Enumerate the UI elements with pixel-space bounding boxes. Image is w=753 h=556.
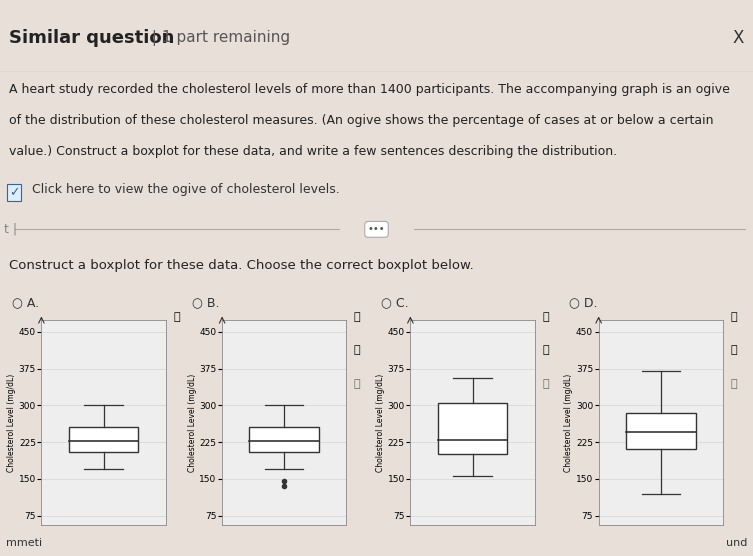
Text: Construct a boxplot for these data. Choose the correct boxplot below.: Construct a boxplot for these data. Choo… bbox=[9, 259, 474, 272]
Text: ○ A.: ○ A. bbox=[11, 296, 39, 310]
Text: X: X bbox=[733, 29, 744, 47]
Text: 🔍: 🔍 bbox=[354, 345, 361, 355]
Text: of the distribution of these cholesterol measures. (An ogive shows the percentag: of the distribution of these cholesterol… bbox=[9, 114, 714, 127]
Text: |: | bbox=[147, 30, 162, 46]
Text: Click here to view the ogive of cholesterol levels.: Click here to view the ogive of choleste… bbox=[32, 183, 340, 196]
Text: t |: t | bbox=[4, 223, 17, 236]
Text: 1 part remaining: 1 part remaining bbox=[162, 31, 290, 45]
Text: ○ B.: ○ B. bbox=[193, 296, 220, 310]
Bar bbox=[69, 428, 139, 452]
Text: Similar question: Similar question bbox=[9, 29, 175, 47]
Text: value.) Construct a boxplot for these data, and write a few sentences describing: value.) Construct a boxplot for these da… bbox=[9, 145, 617, 157]
Text: 🔍: 🔍 bbox=[730, 312, 737, 322]
Text: ✓: ✓ bbox=[9, 186, 20, 199]
Text: mmeti: mmeti bbox=[6, 539, 42, 548]
Y-axis label: Cholesterol Level (mg/dL): Cholesterol Level (mg/dL) bbox=[187, 374, 197, 471]
Text: 🔍: 🔍 bbox=[173, 312, 180, 322]
Text: •••: ••• bbox=[367, 225, 386, 234]
Bar bbox=[437, 403, 508, 454]
Y-axis label: Cholesterol Level (mg/dL): Cholesterol Level (mg/dL) bbox=[564, 374, 573, 471]
Text: 🔍: 🔍 bbox=[354, 312, 361, 322]
Text: A heart study recorded the cholesterol levels of more than 1400 participants. Th: A heart study recorded the cholesterol l… bbox=[9, 83, 730, 96]
Bar bbox=[626, 413, 696, 449]
Text: ○ C.: ○ C. bbox=[380, 296, 408, 310]
Text: 🔍: 🔍 bbox=[730, 345, 737, 355]
Text: 🔍: 🔍 bbox=[542, 345, 549, 355]
Y-axis label: Cholesterol Level (mg/dL): Cholesterol Level (mg/dL) bbox=[376, 374, 385, 471]
Bar bbox=[249, 428, 319, 452]
Text: ⧉: ⧉ bbox=[542, 379, 549, 389]
Y-axis label: Cholesterol Level (mg/dL): Cholesterol Level (mg/dL) bbox=[7, 374, 16, 471]
Text: ⧉: ⧉ bbox=[730, 379, 737, 389]
Text: 🔍: 🔍 bbox=[542, 312, 549, 322]
Text: ⧉: ⧉ bbox=[354, 379, 361, 389]
Text: und: und bbox=[726, 539, 747, 548]
Text: ○ D.: ○ D. bbox=[569, 296, 597, 310]
